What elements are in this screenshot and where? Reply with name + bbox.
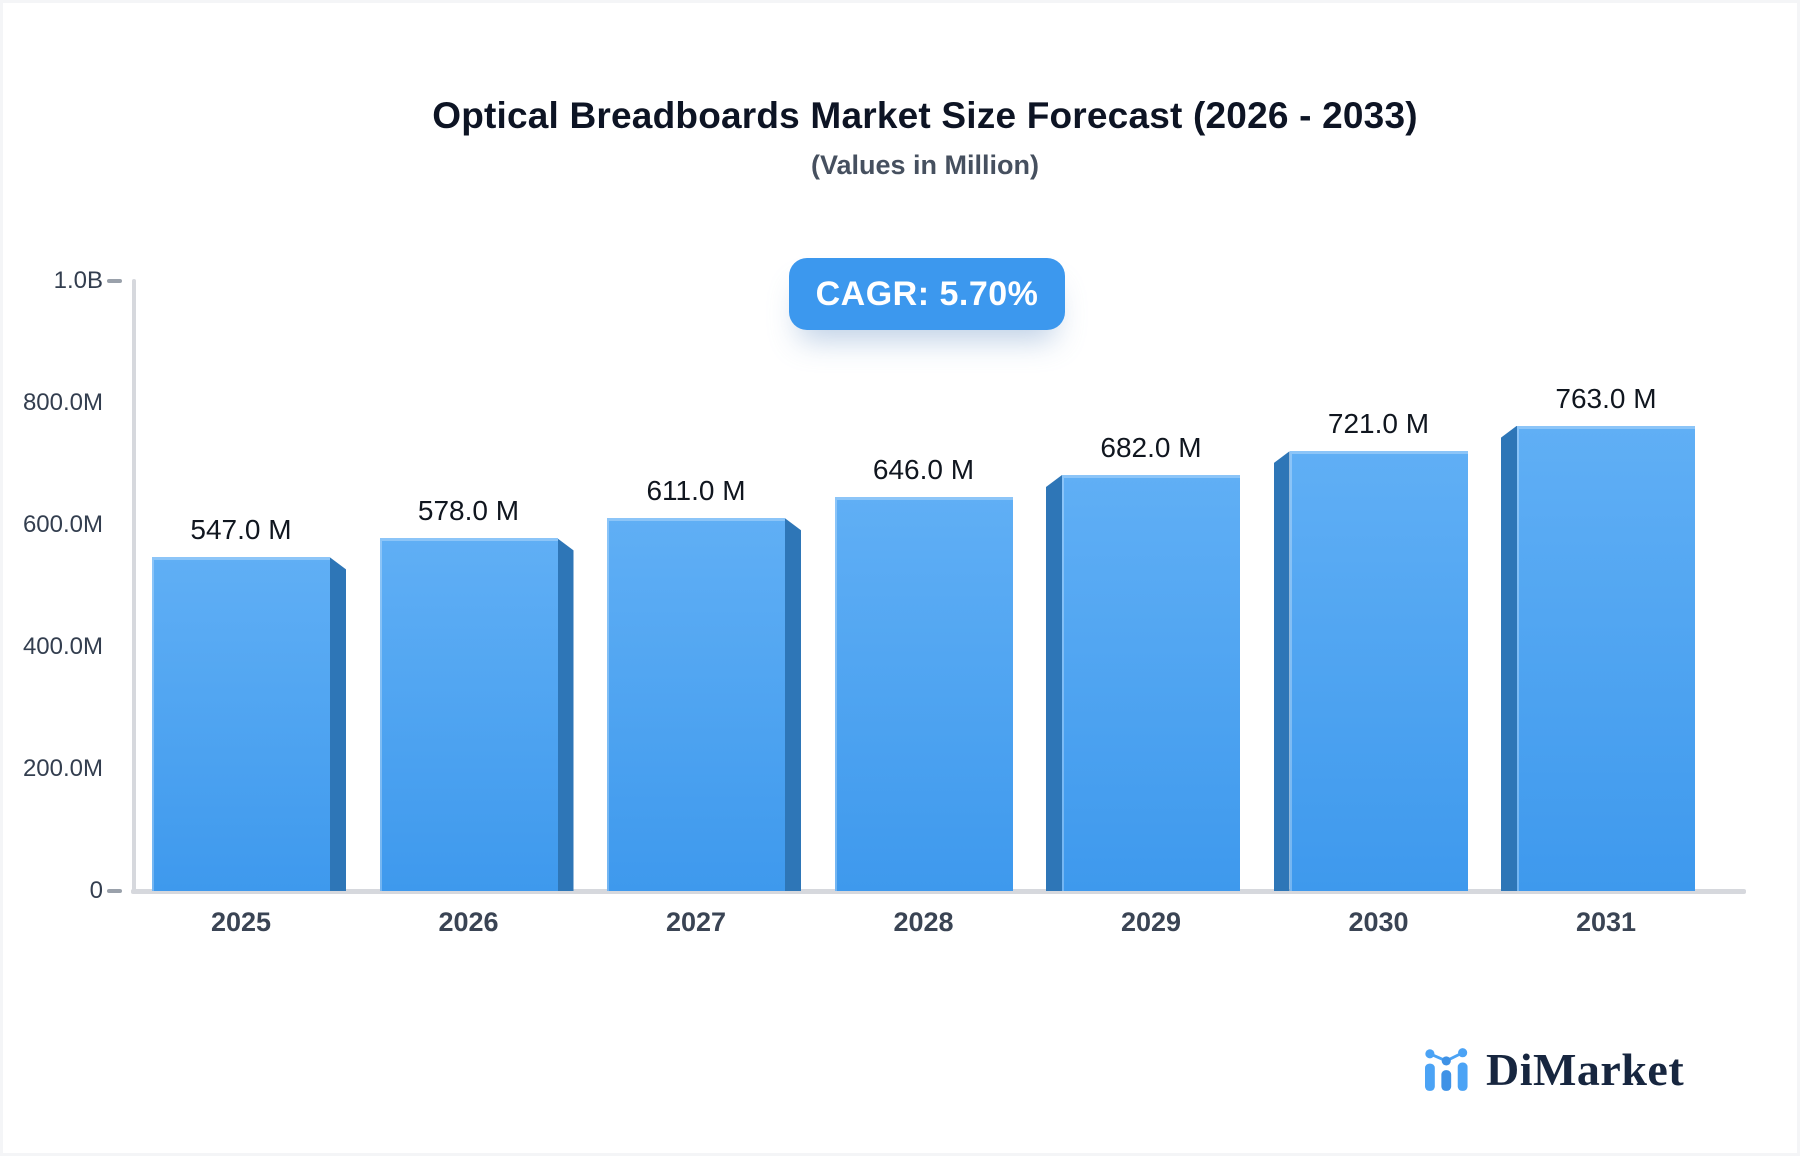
y-axis-line [132, 279, 136, 892]
bar-3d-side [785, 518, 801, 891]
bar-2029[interactable] [1062, 474, 1240, 891]
bar-2030[interactable] [1289, 451, 1468, 891]
x-axis-label-2031: 2031 [1575, 907, 1637, 937]
x-axis-label-2028: 2028 [893, 907, 954, 937]
x-axis-label-2029: 2029 [1120, 907, 1182, 937]
y-axis-tick-label: 400.0M [22, 633, 103, 660]
dimarket-logo: DiMarket [1425, 1043, 1684, 1093]
bar-3d-side [1273, 451, 1290, 891]
bar-2028[interactable] [834, 496, 1013, 891]
x-axis-label-2026: 2026 [438, 907, 499, 937]
y-axis-tick-label: 600.0M [22, 511, 103, 538]
y-axis-tick-mark [107, 889, 122, 893]
x-axis-line [131, 889, 1746, 894]
bar-value-label: 763.0 M [1555, 382, 1657, 414]
y-axis-tick-label: 1.0B [53, 267, 103, 294]
y-axis-tick-label: 800.0M [22, 389, 103, 416]
bar-value-label: 578.0 M [417, 495, 520, 527]
x-axis-label-2027: 2027 [665, 907, 727, 937]
y-axis-tick-label: 0 [89, 877, 103, 904]
bar-2026[interactable] [379, 538, 558, 891]
x-axis-label-2030: 2030 [1348, 907, 1409, 937]
y-axis-tick-label: 200.0M [22, 755, 103, 782]
bar-2031[interactable] [1517, 425, 1695, 891]
bar-2027[interactable] [607, 518, 785, 891]
bar-value-label: 646.0 M [872, 453, 975, 485]
cagr-badge: CAGR: 5.70% [789, 258, 1065, 330]
bar-3d-side [330, 557, 346, 891]
bar-3d-side [1501, 425, 1517, 891]
logo-wordmark: DiMarket [1486, 1044, 1685, 1095]
bar-value-label: 547.0 M [190, 514, 292, 546]
chart-title: Optical Breadboards Market Size Forecast… [432, 95, 1418, 136]
chart-subtitle: (Values in Million) [810, 150, 1040, 180]
y-axis-tick-mark [107, 279, 122, 283]
bar-value-label: 611.0 M [646, 475, 746, 507]
bar-value-label: 721.0 M [1327, 408, 1430, 440]
bar-2025[interactable] [152, 557, 330, 891]
bar-value-label: 682.0 M [1100, 431, 1202, 463]
bar-3d-side [1046, 474, 1062, 891]
x-axis-label-2025: 2025 [210, 907, 272, 937]
bar-chart-logo-icon [1425, 1048, 1468, 1091]
cagr-badge-label: CAGR: 5.70% [815, 274, 1039, 313]
bar-3d-side [557, 538, 574, 891]
